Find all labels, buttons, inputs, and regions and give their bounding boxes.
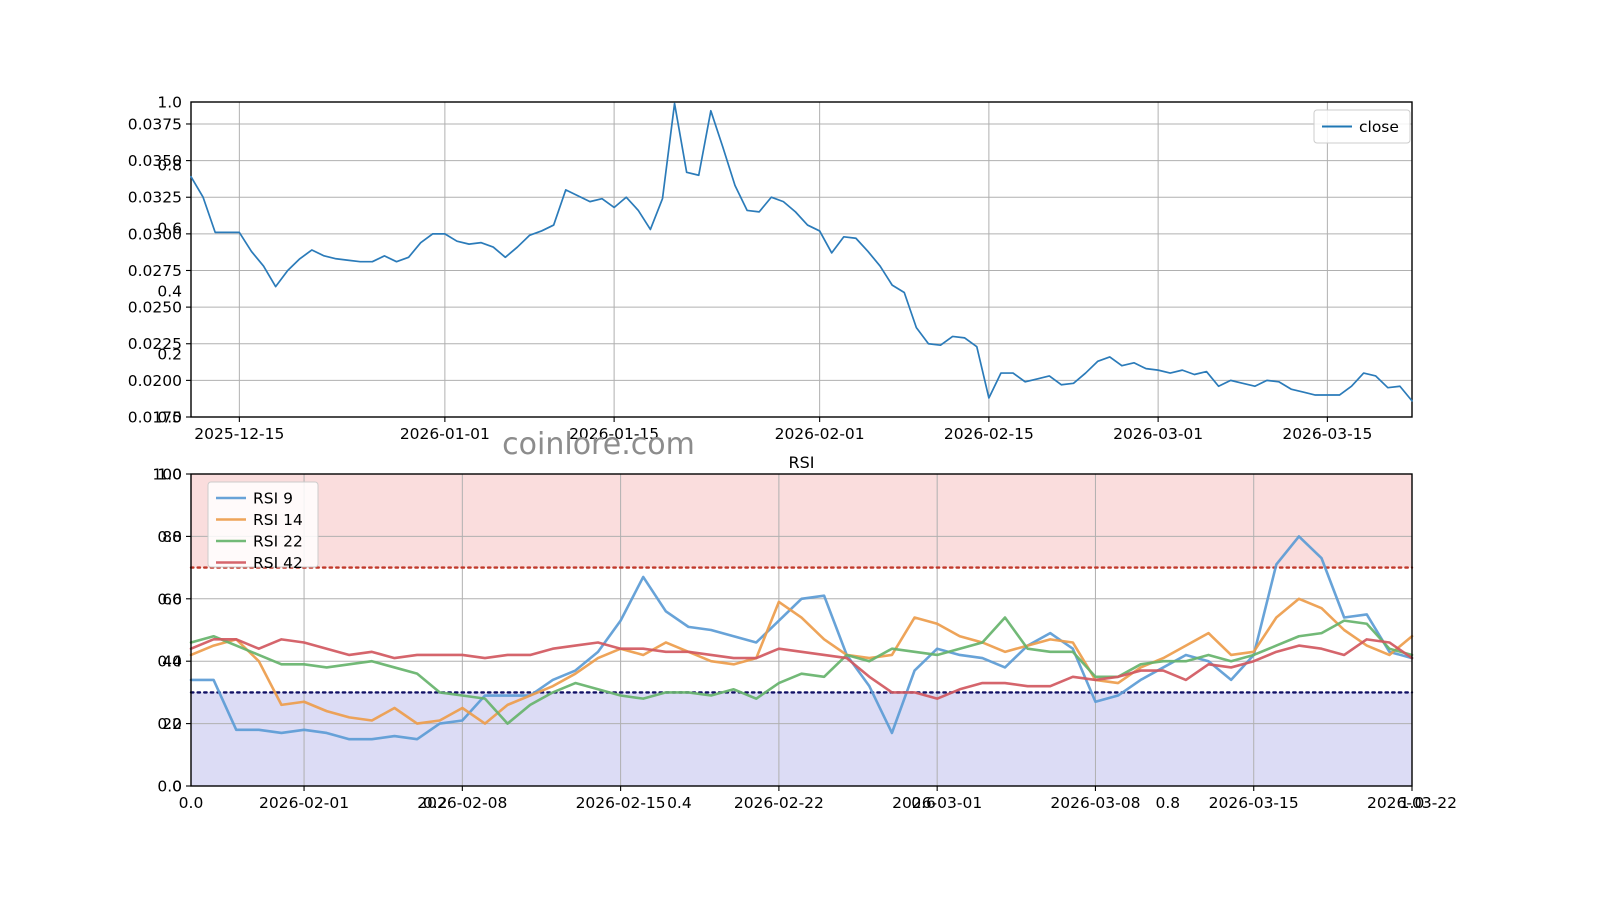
rsi-line-rsi-22 [189,616,1414,725]
price-axes-frame [190,101,1413,418]
rsi-ytick-overlay-label: 1.0 [157,466,182,484]
price-ytick-overlay-label: 0.2 [157,346,182,364]
rsi-xtick-overlay-label: 0.2 [423,794,448,812]
rsi-ytick-overlay-label: 0.8 [157,528,182,546]
rsi-xtick-overlay-label: 0.6 [911,794,936,812]
rsi-ytick-overlay-label: 0.4 [157,653,182,671]
price-ytick-label: 0.0275 [128,262,182,280]
price-xtick-label: 2026-02-01 [775,425,865,443]
rsi-xtick-label: 2026-03-15 [1209,794,1299,812]
rsi-line-rsi-42 [189,638,1414,700]
rsi-xtick-overlay-label: 1.0 [1400,794,1425,812]
watermark-text: coinlore.com [502,427,695,462]
price-ytick-label: 0.0325 [128,189,182,207]
price-ytick-label: 0.0350 [128,152,182,170]
rsi-ytick-overlay-label: 0.2 [157,715,182,733]
rsi-xtick-label: 2026-02-22 [734,794,824,812]
rsi-axes-frame [190,473,1413,787]
price-ytick-overlay-label: 0.0 [157,409,182,427]
rsi-ytick-label: 100 [152,466,182,484]
rsi-legend-label-rsi-14: RSI 14 [253,511,303,529]
price-legend-label-close: close [1359,118,1399,136]
price-legend-box [1313,109,1411,144]
price-close-line [190,102,1413,402]
rsi-xtick-label: 2026-02-08 [417,794,507,812]
rsi-xtick-label: 2026-03-01 [892,794,982,812]
price-xtick-label: 2026-03-01 [1113,425,1203,443]
rsi-ytick-overlay-label: 0.0 [157,778,182,796]
rsi-ytick-label: 60 [162,590,182,608]
rsi-overbought-band [191,474,1412,568]
price-ytick-label: 0.0175 [128,409,182,427]
price-ytick-label: 0.0200 [128,372,182,390]
rsi-xtick-overlay-label: 0.0 [179,794,204,812]
price-ytick-label: 0.0250 [128,299,182,317]
price-ytick-overlay-label: 0.4 [157,283,182,301]
price-ytick-overlay-label: 1.0 [157,94,182,112]
rsi-ytick-label: 80 [162,528,182,546]
rsi-xtick-label: 2026-03-22 [1367,794,1457,812]
rsi-legend-label-rsi-22: RSI 22 [253,533,303,551]
rsi-ytick-overlay-label: 0.6 [157,590,182,608]
rsi-ytick-label: 40 [162,653,182,671]
rsi-chart-title: RSI [789,453,815,472]
price-xtick-label: 2026-03-15 [1282,425,1372,443]
rsi-line-rsi-9 [189,535,1414,741]
rsi-ytick-label: 20 [162,715,182,733]
price-xtick-label: 2026-02-15 [944,425,1034,443]
price-ytick-label: 0.0375 [128,115,182,133]
price-ytick-label: 0.0225 [128,335,182,353]
price-xtick-label: 2026-01-01 [400,425,490,443]
price-ytick-label: 0.0300 [128,225,182,243]
price-xtick-label: 2026-01-15 [569,425,659,443]
rsi-xtick-label: 2026-03-08 [1050,794,1140,812]
rsi-legend-label-rsi-9: RSI 9 [253,490,293,508]
price-xtick-label: 2025-12-15 [194,425,284,443]
rsi-legend-box [207,481,319,568]
rsi-xtick-label: 2026-02-15 [576,794,666,812]
rsi-xtick-overlay-label: 0.8 [1155,794,1180,812]
price-ytick-overlay-label: 0.8 [157,157,182,175]
rsi-ytick-label: 0 [172,778,182,796]
rsi-xtick-overlay-label: 0.4 [667,794,692,812]
price-ytick-overlay-label: 0.6 [157,220,182,238]
rsi-legend-label-rsi-42: RSI 42 [253,554,303,572]
rsi-line-rsi-14 [189,597,1414,725]
rsi-xtick-label: 2026-02-01 [259,794,349,812]
